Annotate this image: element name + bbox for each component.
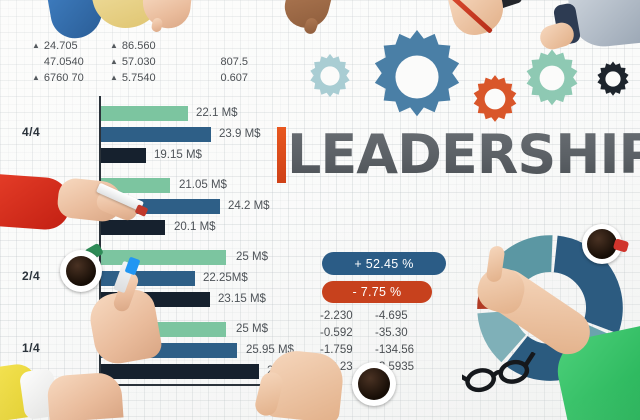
statistics-table-top: ▲24.705 ▲86.560 ▲47.0540 ▲57.030 807.5 ▲… (32, 38, 252, 86)
coffee-liquid (587, 229, 617, 259)
stat-value: -2.230 (320, 310, 353, 322)
title-accent-bar-left (277, 127, 286, 183)
chart-y-axis (99, 96, 101, 386)
bar-label: 21.05 M$ (179, 179, 227, 191)
stat-cell: ▲ 6760 70 (32, 70, 110, 86)
stat-value: 47.0540 (43, 56, 84, 68)
eyeglasses-icon (462, 352, 536, 393)
stat-cell: ▲ 24.705 (32, 38, 110, 54)
stat-value: -0.592 (320, 327, 353, 339)
page-title: LEADERSHIP (277, 124, 640, 186)
positive-change-badge[interactable]: + 52.45 % (322, 252, 446, 275)
triangle-up-icon: ▲ (32, 41, 40, 50)
bar-label: 20.1 M$ (174, 221, 216, 233)
bar-label: 25 M$ (236, 251, 268, 263)
y-axis-label-4-4: 4/4 (22, 125, 41, 139)
gear-2-icon (374, 29, 460, 117)
y-axis-label-2-4: 2/4 (22, 269, 41, 283)
stat-value: 807.5 (220, 56, 248, 68)
statistics-table-bottom: -2.230 -4.695 -0.592 -35.30 -1.759 -134.… (320, 308, 430, 376)
bar-label: 25 M$ (236, 323, 268, 335)
bar-g2-green (101, 250, 226, 265)
table-row: -1.759 -134.56 (320, 342, 430, 359)
gear-3-icon (473, 75, 517, 122)
stat-value: 57.030 (121, 56, 156, 68)
table-row: ▲47.0540 ▲57.030 807.5 (32, 54, 252, 70)
page-title-text: LEADERSHIP (286, 128, 640, 182)
bar-g4-blue (101, 127, 211, 142)
stat-cell: ▲ 86.560 (110, 38, 188, 54)
bar-g1-navy (101, 364, 259, 379)
stat-cell: ▲47.0540 (32, 54, 110, 70)
bar-label: 22.1 M$ (196, 107, 238, 119)
coffee-liquid (66, 256, 96, 286)
bar-label: 23.15 M$ (218, 293, 266, 305)
bar-g4-green (101, 106, 188, 121)
stat-value: 24.705 (43, 40, 78, 52)
bar-label: 19.15 M$ (154, 149, 202, 161)
coffee-mug-3 (352, 362, 396, 406)
table-row: ▲ 24.705 ▲ 86.560 (32, 38, 252, 54)
stat-value: -134.56 (375, 344, 415, 356)
bar-label: 22.25M$ (203, 272, 248, 284)
stat-value: -35.30 (375, 327, 408, 339)
gear-4-icon (526, 49, 578, 106)
stat-value: 86.560 (121, 40, 156, 52)
stat-cell: 0.607 (188, 70, 252, 86)
stat-value: -1.759 (320, 344, 353, 356)
stat-value: -4.695 (375, 310, 408, 322)
stat-cell: ▲ 5.7540 (110, 70, 188, 86)
triangle-up-icon: ▲ (110, 57, 118, 66)
triangle-up-icon: ▲ (110, 73, 118, 82)
bar-g3-navy (101, 220, 165, 235)
bar-label: 25.95 M$ (246, 344, 294, 356)
stat-value: 5.7540 (121, 72, 156, 84)
triangle-up-icon: ▲ (110, 41, 118, 50)
coffee-mug-1 (60, 250, 102, 292)
table-row: ▲ 6760 70 ▲ 5.7540 0.607 (32, 70, 252, 86)
triangle-up-icon: ▲ (32, 73, 40, 82)
chart-x-axis (74, 384, 284, 386)
donut-segment-3 (477, 235, 623, 381)
coffee-liquid (358, 368, 390, 400)
gear-5-icon (597, 61, 629, 96)
bar-g4-navy (101, 148, 146, 163)
stat-cell: 807.5 (188, 54, 252, 70)
negative-change-badge[interactable]: - 7.75 % (322, 281, 432, 303)
table-row: -0.592 -35.30 (320, 325, 430, 342)
bar-label: 23.9 M$ (219, 128, 261, 140)
y-axis-label-1-4: 1/4 (22, 341, 41, 355)
stat-value: 6760 70 (43, 72, 84, 84)
bar-label: 24.2 M$ (228, 200, 270, 212)
stat-value: 0.607 (220, 72, 248, 84)
table-row: -2.230 -4.695 (320, 308, 430, 325)
stat-cell (188, 38, 252, 54)
person-yellow-sleeve-hand (46, 371, 124, 420)
gear-1-icon (310, 53, 350, 98)
stat-cell: ▲ 57.030 (110, 54, 188, 70)
